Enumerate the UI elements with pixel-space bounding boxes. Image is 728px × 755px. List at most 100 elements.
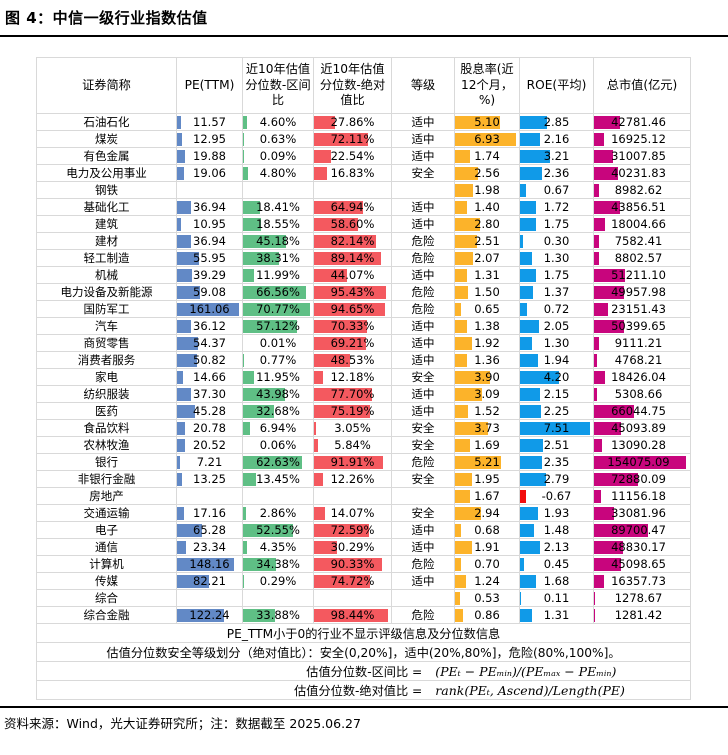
table-cell: 18.55% (242, 215, 314, 233)
data-bar (177, 557, 235, 571)
cell-value: 2.56 (474, 166, 500, 180)
cell-value: 48830.17 (611, 540, 666, 554)
data-bar (243, 370, 255, 384)
data-bar (243, 387, 285, 401)
cell-value: 36.94 (193, 200, 226, 214)
data-bar (455, 472, 473, 486)
cell-value: 45098.65 (611, 557, 666, 571)
data-bar (455, 489, 470, 503)
data-bar (594, 608, 595, 622)
table-cell: 19.06 (176, 164, 243, 182)
table-cell: 危险 (391, 453, 455, 471)
cell-value: 69.21% (330, 336, 375, 350)
data-bar (594, 166, 619, 180)
table-cell: 电力及公用事业 (36, 164, 177, 182)
table-row: 商贸零售 54.37 0.01% 69.21% 适中 1.92 1.30 9111.21 (36, 334, 691, 352)
table-cell: 适中 (391, 538, 455, 556)
data-bar (243, 421, 250, 435)
cell-value: 3.09 (474, 387, 500, 401)
table-cell: 交通运输 (36, 504, 177, 522)
column-header: 股息率(近12个月，%) (454, 57, 520, 114)
table-cell: 1.94 (519, 351, 594, 369)
data-bar (314, 608, 388, 622)
table-cell: 1.52 (454, 402, 520, 420)
cell-value: 12.95 (193, 132, 226, 146)
table-cell: 19.88 (176, 147, 243, 165)
table-cell: 2.79 (519, 470, 594, 488)
data-bar (177, 421, 186, 435)
table-cell: 1.30 (519, 334, 594, 352)
data-bar (314, 353, 351, 367)
table-cell: 适中 (391, 317, 455, 335)
table-cell: 3.05% (313, 419, 392, 437)
table-cell: 1.91 (454, 538, 520, 556)
table-cell: 电力设备及新能源 (36, 283, 177, 301)
table-row: 纺织服装 37.30 43.98% 77.70% 适中 3.09 2.15 5308.66 (36, 385, 691, 403)
cell-value: 0.11 (543, 591, 570, 605)
cell-value: 安全 (411, 421, 435, 435)
data-bar (594, 183, 600, 197)
table-cell (176, 487, 243, 505)
data-bar (177, 455, 180, 469)
table-cell (242, 487, 314, 505)
cell-value: 154075.09 (607, 455, 670, 469)
data-bar (177, 217, 182, 231)
cell-value: 89.14% (330, 251, 375, 265)
table-cell: 2.15 (519, 385, 594, 403)
footnote-row: 估值分位数-区间比 = (PEₜ − PEₘᵢₙ)/(PEₘₐₓ − PEₘᵢₙ… (36, 661, 691, 681)
column-header: 近10年估值分位数-绝对值比 (313, 57, 392, 114)
cell-value: 82.14% (330, 234, 375, 248)
table-cell: 13090.28 (593, 436, 691, 454)
formula-absolute-label: 估值分位数-绝对值比 = (294, 684, 423, 698)
cell-value: 1.48 (543, 523, 570, 537)
cell-value: 45093.89 (611, 421, 666, 435)
cell-value: 64.94% (330, 200, 375, 214)
table-cell: 12.18% (313, 368, 392, 386)
table-cell: 89700.47 (593, 521, 691, 539)
data-bar (243, 166, 248, 180)
cell-value: 16357.73 (611, 574, 666, 588)
cell-value: 91.91% (330, 455, 375, 469)
cell-value: 1281.42 (614, 608, 663, 622)
cell-value: 48.53% (330, 353, 375, 367)
table-cell: 66.56% (242, 283, 314, 301)
table-cell: 安全 (391, 419, 455, 437)
table-cell: 11.57 (176, 113, 243, 131)
cell-value: 74.72% (330, 574, 375, 588)
table-row: 银行 7.21 62.63% 91.91% 危险 5.21 2.35 154075.09 (36, 453, 691, 471)
table-cell: 34.38% (242, 555, 314, 573)
cell-value: 安全 (411, 438, 435, 452)
table-cell: 房地产 (36, 487, 177, 505)
data-bar (243, 540, 248, 554)
cell-value: 43.98% (256, 387, 300, 401)
data-bar (520, 115, 547, 129)
table-cell: 4768.21 (593, 351, 691, 369)
table-row: 基础化工 36.94 18.41% 64.94% 适中 1.40 1.72 43856.51 (36, 198, 691, 216)
table-cell: 国防军工 (36, 300, 177, 318)
table-cell: 0.68 (454, 521, 520, 539)
cell-value: 39.29 (193, 268, 226, 282)
table-cell: 适中 (391, 572, 455, 590)
cell-value: 11.95% (256, 370, 300, 384)
data-bar (177, 404, 195, 418)
cell-value: 18004.66 (611, 217, 666, 231)
data-bar (455, 183, 473, 197)
table-cell: 45.28 (176, 402, 243, 420)
cell-value: 1.75 (543, 217, 570, 231)
cell-value: 89700.47 (611, 523, 666, 537)
cell-value: 危险 (411, 234, 435, 248)
data-bar (520, 387, 541, 401)
table-cell: 4.60% (242, 113, 314, 131)
data-bar (243, 523, 293, 537)
data-bar (594, 523, 648, 537)
table-cell: 商贸零售 (36, 334, 177, 352)
column-header: PE(TTM) (176, 57, 243, 114)
cell-value: 3.21 (543, 149, 570, 163)
table-row: 医药 45.28 32.68% 75.19% 适中 1.52 2.25 66044.75 (36, 402, 691, 420)
data-bar (455, 200, 468, 214)
table-cell: 13.25 (176, 470, 243, 488)
cell-value: 适中 (411, 574, 435, 588)
table-row: 汽车 36.12 57.12% 70.33% 适中 1.38 2.05 50399.65 (36, 317, 691, 335)
data-bar (177, 438, 185, 452)
cell-value: 23.34 (193, 540, 226, 554)
